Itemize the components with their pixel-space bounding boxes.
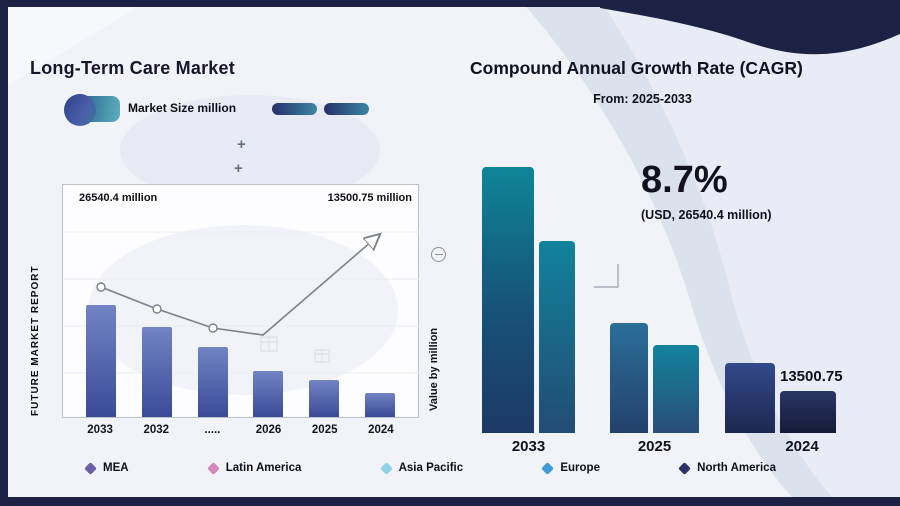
- x-axis-tick-label: 2025: [311, 424, 338, 436]
- market-size-x-axis: 2033 2032..... 2026 2025 2024: [62, 424, 419, 436]
- x-axis-tick-label: 2032: [143, 424, 170, 436]
- left-chart-title: Long-Term Care Market: [30, 58, 235, 78]
- legend-diamond-icon: [541, 461, 555, 475]
- frame-top-border: [0, 0, 900, 7]
- cagr-percentage: 8.7%: [641, 159, 728, 201]
- cagr-bar: [539, 241, 575, 433]
- cagr-bar-group-2033: [482, 167, 575, 433]
- legend-label: North America: [697, 462, 776, 474]
- cylinder-legend-icon: [64, 94, 120, 126]
- x-axis-tick-label: 2026: [255, 424, 282, 436]
- trend-arrow: [96, 185, 420, 336]
- market-size-bar: [197, 347, 228, 417]
- legend-diamond-icon: [379, 461, 393, 475]
- x-axis-tick-label: 2033: [87, 424, 113, 436]
- value-axis-label: Value by million: [428, 327, 440, 411]
- market-size-bars: [63, 185, 418, 417]
- plus-icon: +: [234, 160, 243, 177]
- frame-bottom-border: [0, 497, 900, 506]
- market-size-chart: 26540.4 million 13500.75 million: [62, 184, 419, 418]
- cagr-bar: [653, 345, 699, 433]
- cagr-chart: 13500.75 2033 2025 2024: [452, 150, 880, 470]
- right-chart-title: Compound Annual Growth Rate (CAGR): [470, 58, 803, 78]
- market-size-bar: [253, 371, 284, 417]
- region-legend: MEA Latin America Asia Pacific Europe North …: [84, 461, 776, 475]
- cylinder-front-face: [64, 94, 96, 126]
- cagr-x-tick-label: 2024: [785, 438, 819, 455]
- market-size-bar: [365, 393, 396, 417]
- legend-item-asia-pacific: Asia Pacific: [379, 461, 464, 475]
- market-size-bar: [309, 380, 340, 417]
- min-value-annotation: 13500.75 million: [327, 192, 412, 204]
- x-axis-tick-label: 2024: [368, 424, 394, 436]
- legend-item-north-america: North America: [678, 461, 776, 475]
- legend-label: MEA: [103, 462, 129, 474]
- cagr-x-tick-label: 2033: [511, 438, 546, 455]
- cagr-callout: 8.7% (USD, 26540.4 million): [641, 159, 871, 222]
- cagr-bar: [482, 167, 534, 433]
- max-value-annotation: 26540.4 million: [79, 192, 158, 204]
- legend-label: Europe: [560, 462, 600, 474]
- cagr-basis-note: (USD, 26540.4 million): [641, 207, 772, 222]
- market-size-bar: [141, 327, 172, 417]
- end-value-label: 13500.75: [780, 368, 843, 385]
- frame-left-border: [0, 0, 8, 506]
- cagr-x-tick-label: 2025: [637, 438, 672, 455]
- minus-circle-icon: [431, 247, 446, 262]
- legend-label: Asia Pacific: [398, 462, 464, 474]
- market-size-bar: [85, 305, 116, 417]
- cagr-period-subtitle: From: 2025-2033: [593, 92, 692, 106]
- cagr-bar: [725, 363, 775, 433]
- cagr-bar: [780, 391, 836, 433]
- legend-item-latin-america: Latin America: [206, 461, 302, 475]
- plus-icon: +: [237, 136, 246, 153]
- cagr-bar-group-2025: [610, 323, 699, 433]
- gradient-pill-decoration: [324, 103, 369, 115]
- legend-diamond-icon: [206, 461, 220, 475]
- market-size-legend-label: Market Size million: [128, 101, 237, 115]
- legend-item-europe: Europe: [541, 461, 600, 475]
- legend-item-mea: MEA: [84, 461, 129, 475]
- gradient-pill-decoration: [272, 103, 317, 115]
- cagr-bar: [610, 323, 648, 433]
- step-bracket-decoration: [594, 264, 619, 288]
- cagr-bar-group-2024: [725, 363, 836, 433]
- legend-label: Latin America: [225, 462, 302, 474]
- legend-diamond-icon: [84, 461, 97, 475]
- vertical-watermark-label: FUTURE MARKET REPORT: [30, 265, 41, 416]
- x-axis-tick-label: .....: [204, 424, 221, 436]
- legend-diamond-icon: [678, 461, 692, 475]
